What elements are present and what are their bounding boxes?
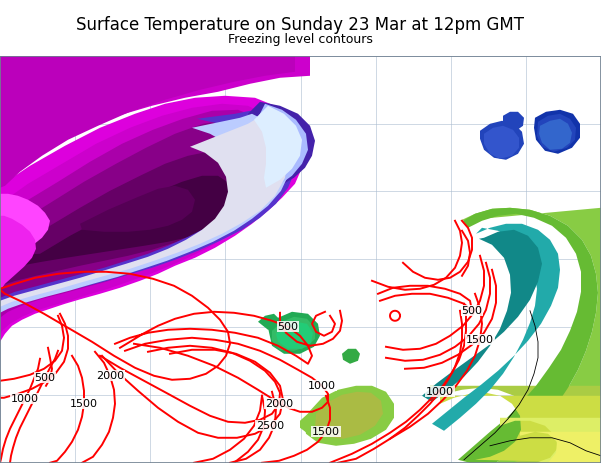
Text: 500: 500 xyxy=(34,373,55,383)
Polygon shape xyxy=(503,112,524,131)
Text: 500: 500 xyxy=(278,322,299,332)
Polygon shape xyxy=(276,322,313,349)
Text: Surface Temperature on Sunday 23 Mar at 12pm GMT: Surface Temperature on Sunday 23 Mar at … xyxy=(76,16,525,34)
Polygon shape xyxy=(484,126,519,159)
Polygon shape xyxy=(534,110,580,154)
Polygon shape xyxy=(342,349,360,364)
Text: 2000: 2000 xyxy=(96,371,124,381)
Polygon shape xyxy=(248,102,315,196)
Polygon shape xyxy=(315,392,383,439)
Polygon shape xyxy=(520,432,601,463)
Polygon shape xyxy=(268,312,320,354)
Polygon shape xyxy=(254,106,302,188)
Polygon shape xyxy=(460,208,601,463)
Polygon shape xyxy=(0,120,274,306)
Polygon shape xyxy=(430,386,601,463)
Polygon shape xyxy=(422,230,542,402)
Polygon shape xyxy=(0,216,36,291)
Polygon shape xyxy=(440,393,601,463)
Polygon shape xyxy=(480,121,524,160)
Polygon shape xyxy=(500,418,601,463)
Polygon shape xyxy=(0,56,310,186)
Polygon shape xyxy=(539,119,572,150)
Polygon shape xyxy=(304,386,394,446)
Polygon shape xyxy=(432,224,560,431)
Polygon shape xyxy=(300,408,340,436)
Polygon shape xyxy=(0,111,296,312)
Polygon shape xyxy=(0,56,295,188)
Text: 1500: 1500 xyxy=(466,335,494,345)
Text: Freezing level contours: Freezing level contours xyxy=(228,33,373,46)
Text: 500: 500 xyxy=(462,306,483,316)
Polygon shape xyxy=(0,152,248,286)
Polygon shape xyxy=(537,114,576,152)
Text: 1500: 1500 xyxy=(312,427,340,437)
Polygon shape xyxy=(0,114,290,313)
Text: 1500: 1500 xyxy=(70,399,98,409)
Polygon shape xyxy=(258,314,280,330)
Polygon shape xyxy=(0,176,235,271)
Polygon shape xyxy=(0,96,305,342)
Polygon shape xyxy=(256,104,308,192)
Polygon shape xyxy=(0,118,288,307)
Polygon shape xyxy=(272,317,315,351)
Polygon shape xyxy=(80,186,195,232)
Text: 1000: 1000 xyxy=(308,381,336,391)
Text: 1000: 1000 xyxy=(11,394,39,404)
Text: 1000: 1000 xyxy=(426,387,454,397)
Polygon shape xyxy=(458,208,598,463)
Text: 2000: 2000 xyxy=(265,399,293,409)
Text: 2500: 2500 xyxy=(256,421,284,431)
Polygon shape xyxy=(0,104,292,338)
Polygon shape xyxy=(0,110,283,318)
Polygon shape xyxy=(0,194,50,266)
